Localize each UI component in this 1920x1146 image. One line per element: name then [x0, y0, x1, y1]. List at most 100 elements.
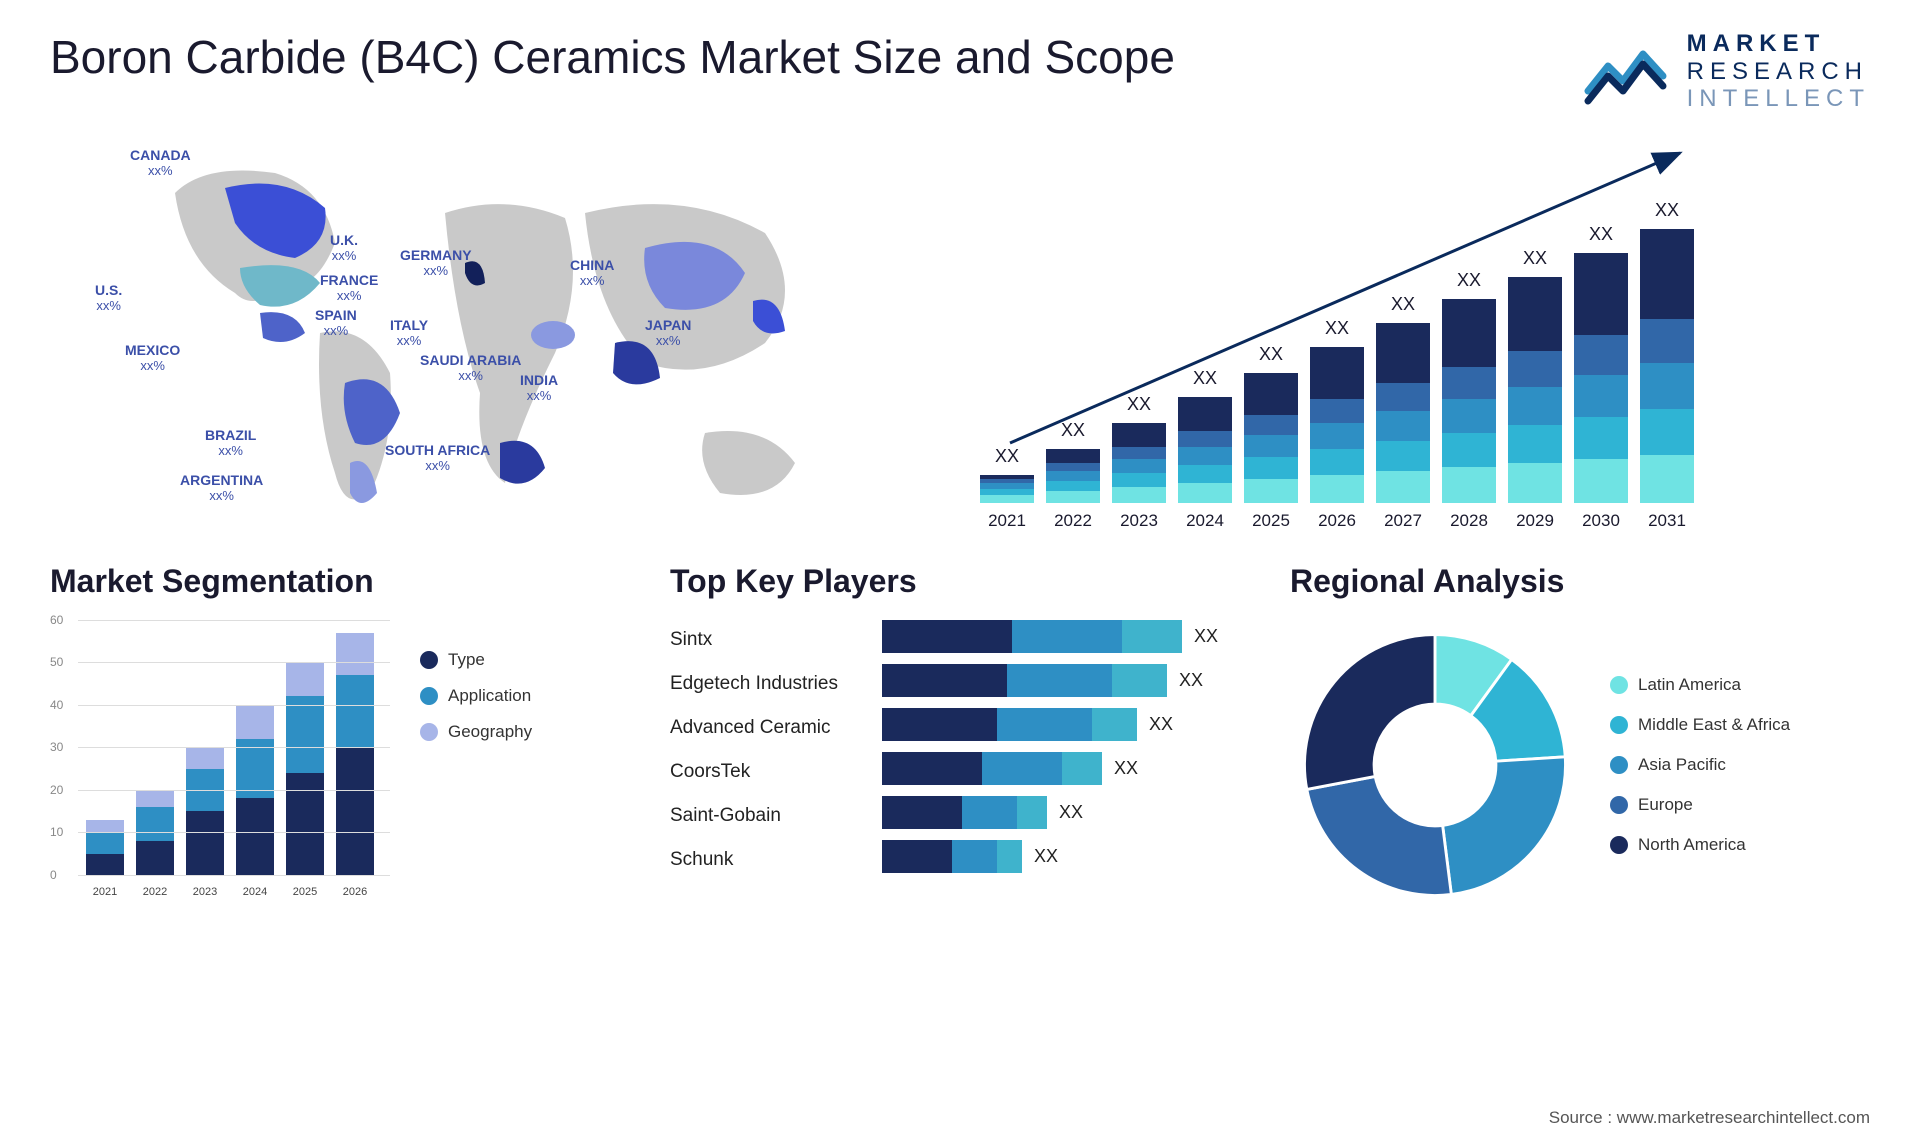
- regional-legend-item: Middle East & Africa: [1610, 715, 1790, 735]
- player-bar: [882, 708, 1137, 741]
- regional-legend-item: North America: [1610, 835, 1790, 855]
- main-bar-2030: [1574, 253, 1628, 503]
- player-row: XX: [882, 752, 1250, 785]
- main-bar-segment: [1640, 319, 1694, 363]
- segmentation-chart: 0102030405060 202120222023202420252026: [50, 620, 390, 900]
- main-bar-2025: [1244, 373, 1298, 503]
- player-bar: [882, 796, 1047, 829]
- main-bar-segment: [1244, 479, 1298, 503]
- player-bar-segment: [1017, 796, 1047, 829]
- seg-legend-item: Type: [420, 650, 532, 670]
- player-value-label: XX: [1194, 626, 1218, 647]
- players-panel: Top Key Players SintxEdgetech Industries…: [670, 563, 1250, 910]
- map-label-spain: SPAINxx%: [315, 308, 357, 339]
- legend-dot-icon: [420, 723, 438, 741]
- player-bar: [882, 664, 1167, 697]
- legend-label: Europe: [1638, 795, 1693, 815]
- player-bar-segment: [997, 840, 1022, 873]
- map-label-argentina: ARGENTINAxx%: [180, 473, 263, 504]
- player-value-label: XX: [1034, 846, 1058, 867]
- player-label: CoorsTek: [670, 756, 870, 789]
- main-bar-value-label: XX: [1193, 368, 1217, 389]
- main-bar-value-label: XX: [1259, 344, 1283, 365]
- main-bar-x-label: 2024: [1186, 511, 1224, 531]
- main-bar-segment: [1046, 481, 1100, 491]
- donut-slice: [1305, 634, 1436, 789]
- main-bar-2028: [1442, 299, 1496, 503]
- main-bar-x-label: 2022: [1054, 511, 1092, 531]
- main-bar-segment: [1112, 487, 1166, 503]
- main-bar-value-label: XX: [1127, 394, 1151, 415]
- map-label-saudi-arabia: SAUDI ARABIAxx%: [420, 353, 521, 384]
- main-bar-segment: [1244, 457, 1298, 479]
- main-bar-segment: [1112, 459, 1166, 473]
- main-bar-value-label: XX: [1523, 248, 1547, 269]
- player-bar-segment: [882, 664, 1007, 697]
- seg-x-label: 2022: [143, 886, 167, 898]
- player-bar-segment: [982, 752, 1062, 785]
- legend-label: Latin America: [1638, 675, 1741, 695]
- main-bar-x-label: 2031: [1648, 511, 1686, 531]
- legend-dot-icon: [1610, 676, 1628, 694]
- player-bar-segment: [962, 796, 1017, 829]
- regional-donut-chart: [1290, 620, 1580, 910]
- main-bar-segment: [1046, 491, 1100, 503]
- main-bar-value-label: XX: [1655, 200, 1679, 221]
- main-bar-segment: [1310, 423, 1364, 449]
- map-label-germany: GERMANYxx%: [400, 248, 472, 279]
- main-bar-segment: [980, 495, 1034, 503]
- main-bar-segment: [1442, 433, 1496, 467]
- main-bar-value-label: XX: [1391, 294, 1415, 315]
- regional-title: Regional Analysis: [1290, 563, 1870, 600]
- seg-grid-line: [78, 747, 390, 748]
- donut-slice: [1307, 776, 1452, 895]
- player-bar-segment: [882, 708, 997, 741]
- regional-legend-item: Europe: [1610, 795, 1790, 815]
- main-bar-segment: [1640, 455, 1694, 503]
- main-bar-segment: [1376, 441, 1430, 471]
- main-bar-segment: [1574, 459, 1628, 503]
- seg-grid-line: [78, 662, 390, 663]
- seg-x-label: 2026: [343, 886, 367, 898]
- main-bar-x-label: 2026: [1318, 511, 1356, 531]
- main-bar-x-label: 2029: [1516, 511, 1554, 531]
- source-attribution: Source : www.marketresearchintellect.com: [1549, 1108, 1870, 1128]
- legend-label: North America: [1638, 835, 1746, 855]
- main-bar-segment: [1508, 277, 1562, 351]
- player-label: Saint-Gobain: [670, 800, 870, 833]
- main-bar-x-label: 2027: [1384, 511, 1422, 531]
- map-label-mexico: MEXICOxx%: [125, 343, 180, 374]
- logo-line-2: RESEARCH: [1687, 58, 1870, 86]
- player-bar: [882, 840, 1022, 873]
- player-row: XX: [882, 796, 1250, 829]
- main-bar-segment: [1574, 375, 1628, 417]
- main-bar-segment: [1376, 323, 1430, 383]
- main-bar-segment: [1442, 467, 1496, 503]
- main-bar-x-label: 2025: [1252, 511, 1290, 531]
- main-bar-segment: [1178, 483, 1232, 503]
- player-value-label: XX: [1114, 758, 1138, 779]
- main-bar-segment: [1376, 383, 1430, 411]
- main-bar-x-label: 2023: [1120, 511, 1158, 531]
- legend-dot-icon: [1610, 716, 1628, 734]
- main-bar-segment: [1046, 463, 1100, 471]
- row-2: Market Segmentation 0102030405060 202120…: [50, 563, 1870, 910]
- map-label-china: CHINAxx%: [570, 258, 614, 289]
- regional-legend: Latin America Middle East & Africa Asia Pa…: [1610, 675, 1790, 855]
- legend-label: Asia Pacific: [1638, 755, 1726, 775]
- seg-grid-line: [78, 620, 390, 621]
- seg-bar-2025: [286, 662, 324, 875]
- brand-logo: MARKET RESEARCH INTELLECT: [1583, 30, 1870, 113]
- seg-x-label: 2023: [193, 886, 217, 898]
- main-bar-value-label: XX: [995, 446, 1019, 467]
- legend-dot-icon: [420, 687, 438, 705]
- regional-legend-item: Asia Pacific: [1610, 755, 1790, 775]
- row-1: CANADAxx%U.S.xx%MEXICOxx%BRAZILxx%ARGENT…: [50, 133, 1870, 533]
- world-map-panel: CANADAxx%U.S.xx%MEXICOxx%BRAZILxx%ARGENT…: [50, 133, 940, 533]
- main-bar-segment: [1640, 229, 1694, 319]
- main-bar-2031: [1640, 229, 1694, 503]
- main-bar-segment: [1046, 471, 1100, 481]
- main-bar-segment: [1442, 299, 1496, 367]
- main-bar-segment: [1574, 417, 1628, 459]
- main-bar-segment: [1640, 363, 1694, 409]
